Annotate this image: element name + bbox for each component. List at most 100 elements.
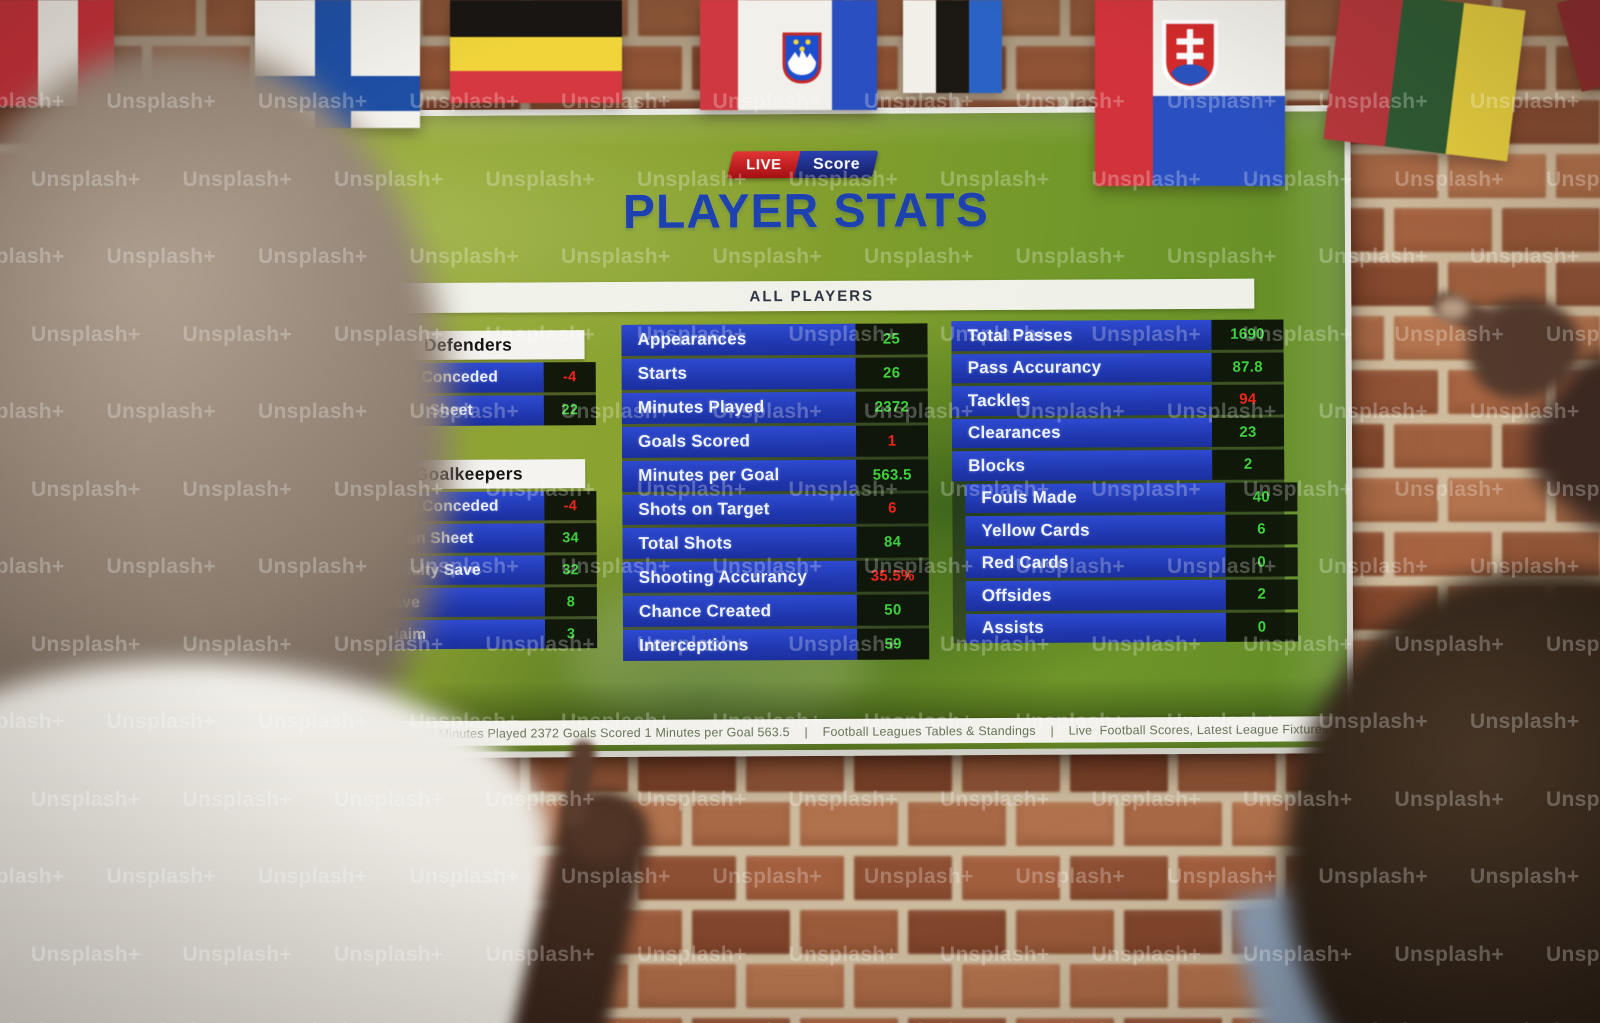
stat-row: Total Shots 84 bbox=[622, 526, 929, 560]
stat-value: 35.5% bbox=[856, 560, 929, 592]
stat-row: Minutes per Goal 563.5 bbox=[622, 458, 929, 492]
score-badge: Score bbox=[793, 150, 879, 179]
stat-label: Starts bbox=[621, 357, 856, 390]
brick bbox=[1556, 154, 1600, 198]
brick bbox=[638, 964, 736, 1008]
stat-row: Tackles 94 bbox=[951, 384, 1284, 416]
estonia-flag-icon bbox=[903, 0, 1002, 93]
stat-label: Interceptions bbox=[623, 628, 858, 662]
brick bbox=[1340, 370, 1438, 414]
brick bbox=[908, 910, 1006, 954]
page-title: PLAYER STATS bbox=[622, 184, 989, 239]
stat-value: 2 bbox=[1225, 579, 1298, 610]
stat-value: 1 bbox=[855, 425, 929, 457]
stat-value: 22 bbox=[543, 395, 596, 426]
stat-row: Interceptions 59 bbox=[623, 628, 930, 662]
brick bbox=[962, 856, 1060, 900]
stat-label: Tackles bbox=[951, 384, 1212, 416]
brick bbox=[962, 964, 1060, 1008]
stat-label: Red Cards bbox=[965, 547, 1226, 579]
all-players-bar: ALL PLAYERS bbox=[369, 278, 1255, 314]
brick bbox=[1340, 478, 1438, 522]
brick bbox=[746, 964, 844, 1008]
stat-label: Total Shots bbox=[622, 527, 857, 560]
stat-label: Fouls Made bbox=[965, 482, 1226, 514]
stat-label: Total Passes bbox=[951, 319, 1212, 351]
stat-row: Starts 26 bbox=[621, 357, 928, 390]
stat-value: 26 bbox=[855, 357, 928, 389]
stat-value: 84 bbox=[856, 526, 929, 559]
stat-row: Shooting Accurancy 35.5% bbox=[622, 560, 929, 594]
brick bbox=[962, 748, 1060, 792]
stat-label: Goals Scored bbox=[621, 425, 857, 458]
brick bbox=[746, 856, 844, 900]
stat-label: Minutes per Goal bbox=[622, 459, 857, 492]
brick bbox=[908, 1018, 1006, 1023]
stat-label: Yellow Cards bbox=[965, 514, 1226, 546]
brick bbox=[1070, 856, 1168, 900]
stat-value: 3 bbox=[544, 619, 598, 649]
stat-row: Blocks 2 bbox=[952, 449, 1285, 481]
stat-value: 23 bbox=[1211, 417, 1285, 447]
stat-value: 563.5 bbox=[856, 458, 929, 491]
slovakia-flag-icon bbox=[1095, 0, 1285, 186]
brick bbox=[1124, 1018, 1222, 1023]
center-stats-table: Appearances 25 Starts 26 Minutes Played 2372 G… bbox=[621, 323, 930, 662]
stat-value: 2 bbox=[1212, 449, 1285, 480]
brick bbox=[1394, 532, 1492, 576]
stat-row: Assists 0 bbox=[965, 611, 1299, 644]
stat-label: Chance Created bbox=[622, 594, 858, 628]
stat-row: Yellow Cards 6 bbox=[965, 514, 1298, 546]
stat-value: 1690 bbox=[1211, 319, 1284, 350]
brick bbox=[1448, 478, 1546, 522]
live-badge: LIVE bbox=[726, 151, 802, 179]
stat-row: Shots on Target 6 bbox=[622, 492, 929, 526]
brick bbox=[1556, 262, 1600, 306]
brick bbox=[1124, 802, 1222, 846]
brick bbox=[1340, 262, 1438, 306]
slovenia-flag-icon bbox=[700, 0, 877, 110]
brick bbox=[908, 802, 1006, 846]
brick bbox=[854, 964, 952, 1008]
brick bbox=[692, 802, 790, 846]
stat-label: Blocks bbox=[952, 449, 1213, 481]
brick bbox=[854, 856, 952, 900]
brick bbox=[1016, 910, 1114, 954]
stat-value: 50 bbox=[856, 594, 930, 626]
stat-label: Assists bbox=[965, 612, 1227, 644]
brick bbox=[1394, 424, 1492, 468]
belgium-flag-icon bbox=[450, 0, 622, 103]
stat-value: 94 bbox=[1211, 384, 1284, 415]
brick bbox=[1178, 856, 1276, 900]
stat-value: 6 bbox=[856, 492, 929, 525]
stat-row: Appearances 25 bbox=[621, 323, 928, 356]
brick bbox=[1178, 748, 1276, 792]
brick bbox=[800, 910, 898, 954]
stat-value: 6 bbox=[1225, 514, 1298, 545]
stat-value: 87.8 bbox=[1211, 352, 1284, 382]
stat-label: Appearances bbox=[621, 323, 856, 356]
stat-row: Clearances 23 bbox=[951, 417, 1285, 449]
live-score-logo: LIVE Score bbox=[726, 150, 879, 179]
slovenia-crest-icon bbox=[782, 32, 822, 84]
brick bbox=[692, 1018, 790, 1023]
stat-value: 0 bbox=[1225, 546, 1298, 577]
woman-fingertip-highlight bbox=[1437, 297, 1469, 320]
stat-value: -4 bbox=[543, 362, 596, 393]
brick bbox=[1016, 802, 1114, 846]
brick bbox=[1448, 154, 1546, 198]
brick bbox=[1502, 100, 1600, 144]
stat-label: Pass Accurancy bbox=[951, 352, 1212, 384]
stat-value: 32 bbox=[544, 555, 597, 585]
stat-value: 2372 bbox=[855, 391, 928, 423]
stat-row: Total Passes 1690 bbox=[951, 319, 1284, 351]
brick bbox=[584, 1018, 682, 1023]
stat-label: Clearances bbox=[951, 417, 1213, 449]
stat-value: -4 bbox=[544, 491, 597, 521]
stat-row: Red Cards 0 bbox=[965, 546, 1298, 579]
brick bbox=[1070, 964, 1168, 1008]
stat-value: 34 bbox=[544, 523, 597, 553]
stat-value: 0 bbox=[1225, 611, 1299, 642]
brick bbox=[1124, 910, 1222, 954]
